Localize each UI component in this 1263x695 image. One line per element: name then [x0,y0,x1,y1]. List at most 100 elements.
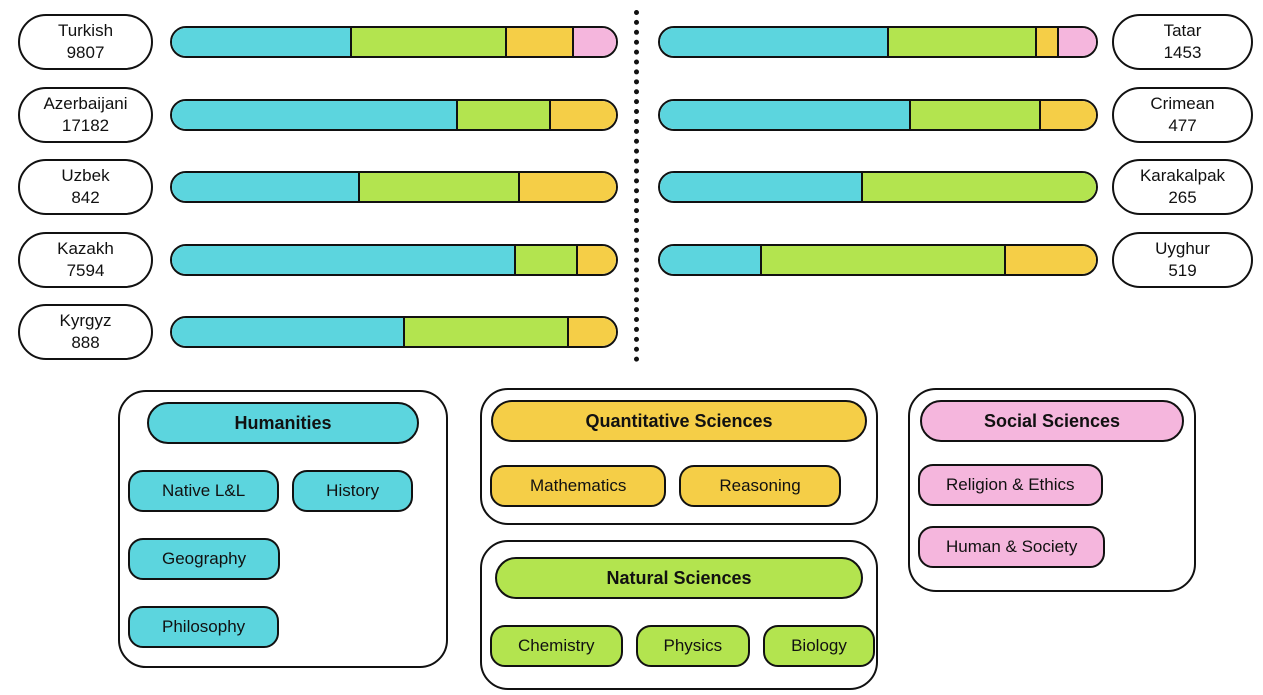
legend-item-philosophy: Philosophy [128,606,280,648]
language-label-kazakh: Kazakh 7594 [18,232,153,288]
language-label-turkish: Turkish 9807 [18,14,153,70]
bar-segment-quantitative [1034,28,1057,56]
legend-header-social-sciences: Social Sciences [920,400,1184,442]
language-count: 1453 [1163,43,1202,62]
distribution-bar-kazakh [170,244,618,276]
legend-items-humanities: Native L&L History Geography Philosophy [128,470,438,648]
legend-item-row: Geography [128,538,438,580]
legend-item-physics: Physics [635,625,751,667]
language-label-crimean: Crimean 477 [1112,87,1253,143]
bar-segment-quantitative [504,28,572,56]
language-label-uyghur: Uyghur 519 [1112,232,1253,288]
bar-segment-natural [402,318,568,346]
language-count: 519 [1168,261,1197,280]
legend-item-row: Philosophy [128,606,438,648]
language-name: Azerbaijani [43,94,128,114]
language-row-uyghur: Uyghur 519 [0,232,1263,288]
language-count: 7594 [66,261,105,280]
bar-segment-natural [760,246,1005,274]
bar-segment-social [571,28,616,56]
language-row-kyrgyz: Kyrgyz 888 [0,304,1263,360]
bar-segment-quantitative [1039,101,1096,129]
legend-box-quantitative-sciences: Quantitative Sciences Mathematics Reasoni… [480,388,878,525]
language-label-karakalpak: Karakalpak 265 [1112,159,1253,215]
language-row-uzbek: Uzbek 842 [0,159,1263,215]
bar-segment-natural [358,173,519,201]
distribution-bar-tatar [658,26,1098,58]
language-row-crimean: Crimean 477 [0,87,1263,143]
bar-segment-quantitative [518,173,616,201]
bar-segment-natural [886,28,1035,56]
legend-box-social-sciences: Social Sciences Religion & Ethics Human &… [908,388,1196,592]
legend-box-natural-sciences: Natural Sciences Chemistry Physics Biology [480,540,878,690]
legend-item-geography: Geography [128,538,281,580]
legend-items-natural-sciences: Chemistry Physics Biology [490,625,875,667]
bar-segment-humanities [172,101,457,129]
distribution-bar-kyrgyz [170,316,618,348]
language-count: 477 [1168,116,1197,135]
legend-item-chemistry: Chemistry [490,625,623,667]
legend-item-row: Human & Society [918,526,1186,568]
bar-segment-natural [860,173,1096,201]
language-name: Turkish [57,21,114,41]
bar-segment-humanities [172,246,514,274]
bar-segment-quantitative [576,246,616,274]
language-row-azerbaijani: Azerbaijani 17182 [0,87,1263,143]
dotted-divider [634,10,639,362]
legend-item-row: Chemistry Physics Biology [490,625,875,667]
legend-item-mathematics: Mathematics [490,465,667,507]
legend-items-social-sciences: Religion & Ethics Human & Society [918,464,1186,568]
legend-header-humanities: Humanities [147,402,419,444]
language-row-kazakh: Kazakh 7594 [0,232,1263,288]
bar-segment-social [1056,28,1096,56]
bar-segment-natural [513,246,577,274]
language-count: 842 [71,188,100,207]
language-row-turkish: Turkish 9807 [0,14,1263,70]
bar-segment-humanities [172,318,403,346]
language-row-karakalpak: Karakalpak 265 [0,159,1263,215]
legend-header-natural-sciences: Natural Sciences [495,557,863,599]
language-name: Kyrgyz [59,311,112,331]
language-count: 265 [1168,188,1197,207]
legend-item-reasoning: Reasoning [679,465,841,507]
bar-segment-humanities [660,101,909,129]
legend-item-native-l-l: Native L&L [128,470,280,512]
legend-item-row: Mathematics Reasoning [490,465,868,507]
language-label-azerbaijani: Azerbaijani 17182 [18,87,153,143]
legend-items-quantitative-sciences: Mathematics Reasoning [490,465,868,507]
legend-header-quantitative-sciences: Quantitative Sciences [491,400,867,442]
language-name: Karakalpak [1139,166,1226,186]
distribution-bar-karakalpak [658,171,1098,203]
language-name: Tatar [1163,21,1202,41]
bar-segment-natural [456,101,550,129]
distribution-bar-turkish [170,26,618,58]
language-count: 9807 [66,43,105,62]
bar-segment-natural [908,101,1040,129]
legend-item-religion-ethics: Religion & Ethics [918,464,1103,506]
language-count: 17182 [61,116,110,135]
language-count: 888 [71,333,100,352]
language-name: Uzbek [61,166,110,186]
language-row-tatar: Tatar 1453 [0,14,1263,70]
bar-segment-humanities [660,173,861,201]
distribution-bar-azerbaijani [170,99,618,131]
language-name: Kazakh [57,239,114,259]
bar-segment-humanities [172,28,350,56]
language-label-tatar: Tatar 1453 [1112,14,1253,70]
bar-segment-quantitative [549,101,616,129]
distribution-bar-uzbek [170,171,618,203]
distribution-bar-uyghur [658,244,1098,276]
language-label-uzbek: Uzbek 842 [18,159,153,215]
bar-segment-quantitative [1004,246,1096,274]
bar-segment-quantitative [567,318,616,346]
legend-item-human-society: Human & Society [918,526,1106,568]
legend-item-row: Religion & Ethics [918,464,1186,506]
language-name: Uyghur [1155,239,1210,259]
legend-item-row: Native L&L History [128,470,438,512]
bar-segment-humanities [172,173,359,201]
language-label-kyrgyz: Kyrgyz 888 [18,304,153,360]
bar-segment-humanities [660,28,887,56]
legend-item-history: History [292,470,414,512]
language-name: Crimean [1150,94,1215,114]
